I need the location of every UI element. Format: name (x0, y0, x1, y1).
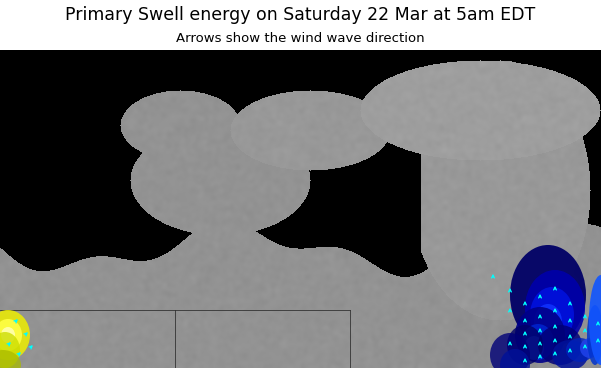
Ellipse shape (534, 304, 562, 340)
Ellipse shape (510, 245, 586, 345)
Ellipse shape (515, 307, 565, 363)
Ellipse shape (587, 305, 601, 365)
Ellipse shape (530, 287, 574, 343)
Ellipse shape (538, 325, 582, 365)
Ellipse shape (1, 327, 15, 343)
Ellipse shape (507, 325, 543, 365)
Ellipse shape (525, 270, 585, 346)
Ellipse shape (0, 332, 20, 368)
Ellipse shape (589, 275, 601, 365)
Ellipse shape (490, 333, 530, 368)
Text: Primary Swell energy on Saturday 22 Mar at 5am EDT: Primary Swell energy on Saturday 22 Mar … (66, 6, 535, 24)
Ellipse shape (566, 338, 594, 362)
Ellipse shape (0, 319, 22, 351)
Ellipse shape (552, 340, 588, 368)
Ellipse shape (0, 350, 21, 368)
Ellipse shape (524, 336, 544, 360)
Ellipse shape (0, 310, 30, 360)
Ellipse shape (500, 349, 530, 368)
Ellipse shape (580, 338, 600, 358)
Text: Arrows show the wind wave direction: Arrows show the wind wave direction (176, 32, 425, 46)
Ellipse shape (522, 324, 554, 360)
